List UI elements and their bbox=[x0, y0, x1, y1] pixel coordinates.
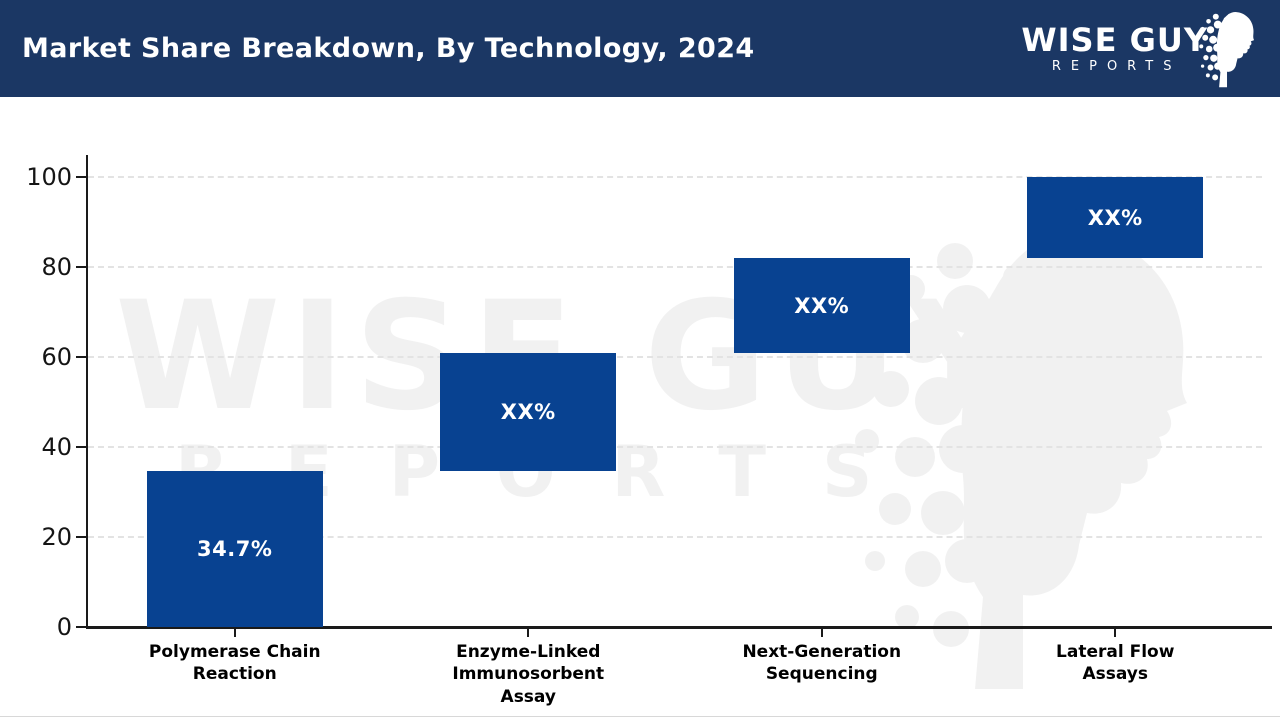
y-axis-tick-mark bbox=[76, 176, 86, 179]
category-label: Enzyme-Linked Immunosorbent Assay bbox=[452, 642, 605, 707]
waterfall-bar: 34.7% bbox=[146, 471, 323, 627]
x-axis-tick-mark bbox=[233, 629, 236, 637]
logo-wordmark: WISE GUY bbox=[1021, 21, 1208, 59]
grid-line bbox=[88, 356, 1262, 359]
header-bar: Market Share Breakdown, By Technology, 2… bbox=[0, 0, 1280, 97]
waterfall-bar: XX% bbox=[1027, 177, 1204, 259]
category-label: Next-Generation Sequencing bbox=[742, 642, 902, 685]
x-axis-tick-mark bbox=[527, 629, 530, 637]
page-title: Market Share Breakdown, By Technology, 2… bbox=[22, 33, 755, 64]
y-axis-tick-label: 100 bbox=[26, 163, 72, 192]
logo-subtitle: REPORTS bbox=[1051, 59, 1182, 74]
bottom-divider bbox=[0, 716, 1280, 717]
logo-text: WISE GUY REPORTS bbox=[1021, 24, 1208, 73]
y-axis-tick-mark bbox=[76, 626, 86, 628]
bar-value-label: XX% bbox=[500, 399, 556, 424]
y-axis-tick-label: 80 bbox=[41, 253, 72, 282]
grid-line bbox=[88, 266, 1262, 269]
bar-value-label: XX% bbox=[794, 293, 850, 318]
grid-line bbox=[88, 446, 1262, 449]
wise-guy-reports-logo: WISE GUY REPORTS bbox=[1021, 9, 1262, 89]
y-axis-tick-label: 0 bbox=[56, 613, 72, 641]
logo-dotted-face-icon bbox=[1196, 9, 1262, 89]
y-axis-tick-label: 20 bbox=[41, 523, 72, 552]
waterfall-chart: 0 20 40 60 80 100 34.7% Polymerase Chain Reacti… bbox=[26, 155, 1272, 707]
y-axis-tick-mark bbox=[76, 536, 86, 539]
y-axis-tick-label: 40 bbox=[41, 433, 72, 462]
category-label: Polymerase Chain Reaction bbox=[148, 642, 321, 685]
y-axis-tick-mark bbox=[76, 266, 86, 269]
category-label: Lateral Flow Assays bbox=[1056, 642, 1175, 685]
bar-value-label: 34.7% bbox=[197, 537, 273, 561]
grid-line bbox=[88, 536, 1262, 539]
y-axis-tick-label: 60 bbox=[41, 343, 72, 372]
waterfall-bar: XX% bbox=[733, 258, 910, 353]
x-axis-line bbox=[86, 626, 1272, 629]
waterfall-bar: XX% bbox=[440, 352, 617, 472]
y-axis-line bbox=[86, 155, 88, 627]
y-axis-tick-mark bbox=[76, 446, 86, 449]
bar-value-label: XX% bbox=[1087, 205, 1143, 230]
x-axis-tick-mark bbox=[1114, 629, 1117, 637]
y-axis-tick-mark bbox=[76, 356, 86, 359]
x-axis-tick-mark bbox=[820, 629, 823, 637]
grid-line bbox=[88, 176, 1262, 179]
